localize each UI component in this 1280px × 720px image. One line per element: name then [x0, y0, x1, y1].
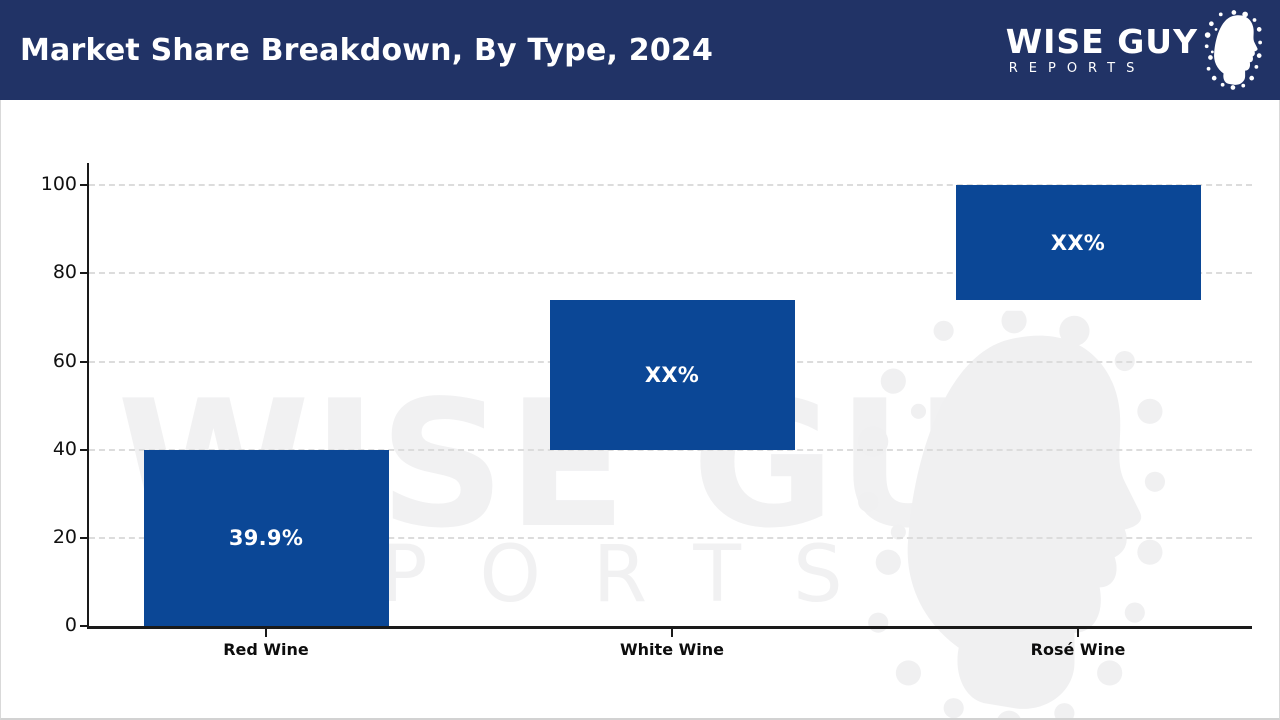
wiseguy-logo: WISE GUY REPORTS [1006, 10, 1262, 90]
page-title: Market Share Breakdown, By Type, 2024 [20, 32, 714, 68]
y-tick-label: 40 [52, 437, 77, 460]
bar-value-label: 39.9% [228, 526, 304, 551]
y-tick-label: 0 [64, 614, 77, 636]
header: Market Share Breakdown, By Type, 2024 WI… [0, 0, 1280, 100]
waterfall-chart: 0 20 40 60 80 100 39.9% Red Wine XX% White Wine XX… [1, 100, 1279, 718]
x-category-label: Rosé Wine [1030, 640, 1126, 659]
y-tick-label: 20 [52, 525, 77, 548]
x-axis-spine [87, 626, 1252, 629]
logo-wordmark: WISE GUY [1005, 22, 1198, 61]
gridline-80 [89, 272, 1252, 275]
bar-value-label: XX% [1050, 230, 1106, 255]
x-tick-mark-red-wine [265, 629, 267, 637]
y-tick-mark-60 [80, 360, 89, 363]
y-tick-mark-0 [80, 625, 89, 627]
bar-value-label: XX% [644, 363, 700, 387]
y-tick-label: 80 [52, 261, 77, 284]
x-tick-mark-white-wine [671, 629, 673, 637]
wiseguy-face-icon [1202, 10, 1262, 90]
bar-rosé-wine: XX% [955, 185, 1201, 300]
y-tick-mark-100 [80, 184, 89, 187]
y-tick-mark-20 [80, 536, 89, 539]
y-tick-label: 100 [40, 173, 77, 196]
x-category-label: White Wine [620, 640, 724, 659]
logo-subtext: REPORTS [1008, 61, 1146, 76]
bar-white-wine: XX% [549, 299, 795, 451]
y-tick-mark-80 [80, 272, 89, 275]
x-tick-mark-rosé-wine [1077, 629, 1079, 637]
chart-area: WISE GUY REPORTS 0 20 40 60 80 100 39.9% Red Wi… [0, 100, 1280, 720]
wiseguy-logo-text: WISE GUY REPORTS [1006, 25, 1198, 75]
y-axis-spine [87, 163, 89, 629]
y-tick-label: 60 [52, 349, 77, 372]
gridline-20 [89, 536, 1252, 539]
gridline-100 [89, 184, 1252, 187]
bar-red-wine: 39.9% [143, 450, 389, 626]
x-category-label: Red Wine [223, 640, 309, 659]
y-tick-mark-40 [80, 448, 89, 451]
